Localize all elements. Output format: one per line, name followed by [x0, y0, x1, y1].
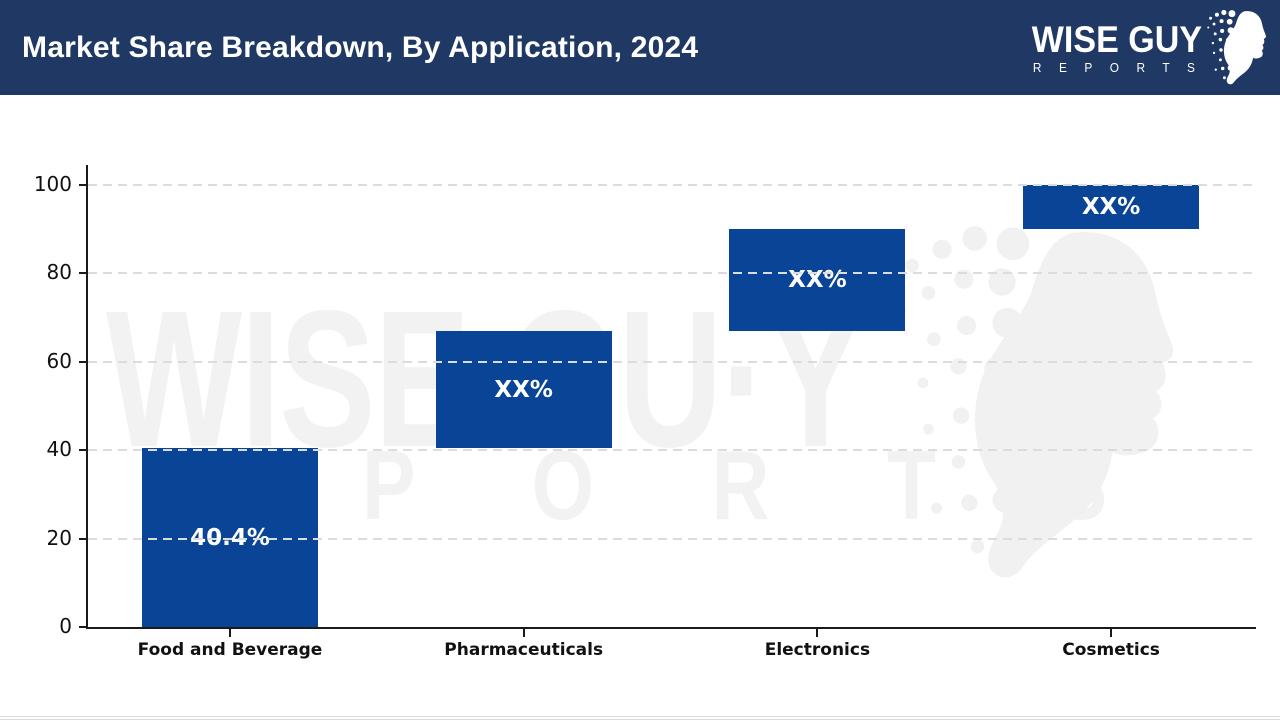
y-tick-mark — [79, 360, 88, 363]
y-tick-label: 60 — [46, 348, 72, 373]
y-tick-label: 100 — [33, 172, 72, 196]
brand-name: WISE GUY — [1031, 19, 1202, 60]
bar-value-label: XX% — [788, 267, 847, 294]
grid-line — [88, 360, 1256, 363]
y-tick-mark — [79, 272, 88, 275]
grid-line — [88, 449, 1256, 452]
brand-text: WISE GUY R E P O R T S — [1017, 21, 1202, 75]
x-tick-mark — [522, 629, 525, 637]
x-axis — [86, 627, 1256, 629]
x-tick-mark — [816, 629, 819, 637]
watermark-head-icon — [896, 226, 1174, 578]
y-tick-mark — [79, 537, 88, 540]
grid-line — [88, 272, 1256, 275]
bar-electronics: XX% — [729, 229, 906, 331]
header-bar: Market Share Breakdown, By Application, … — [0, 0, 1280, 95]
y-axis — [86, 165, 88, 629]
grid-line — [88, 537, 1256, 540]
y-tick-label: 20 — [46, 525, 72, 550]
y-tick-label: 40 — [46, 437, 72, 462]
category-label: Cosmetics — [1062, 640, 1160, 660]
x-tick-mark — [1110, 629, 1113, 637]
bar-value-label: XX% — [494, 376, 553, 403]
bar-pharmaceuticals: XX% — [435, 330, 612, 449]
y-tick-label: 80 — [46, 260, 72, 285]
brand-subtitle: R E P O R T S — [1032, 61, 1202, 75]
bar-value-label: XX% — [1081, 194, 1141, 221]
bar-cosmetics: XX% — [1023, 185, 1200, 230]
y-tick-mark — [79, 449, 88, 452]
grid-line — [88, 184, 1256, 186]
bottom-hairline — [0, 716, 1280, 717]
chart-title: Market Share Breakdown, By Application, … — [22, 30, 699, 64]
y-tick-mark — [79, 626, 88, 628]
y-tick-mark — [79, 184, 88, 186]
category-label: Pharmaceuticals — [444, 640, 604, 660]
wiseguy-head-icon — [1207, 9, 1266, 85]
y-tick-label: 0 — [59, 614, 72, 638]
category-label: Food and Beverage — [137, 640, 323, 660]
x-tick-mark — [229, 629, 231, 637]
brand-logo: WISE GUY R E P O R T S — [1017, 8, 1268, 88]
category-label: Electronics — [764, 640, 871, 660]
